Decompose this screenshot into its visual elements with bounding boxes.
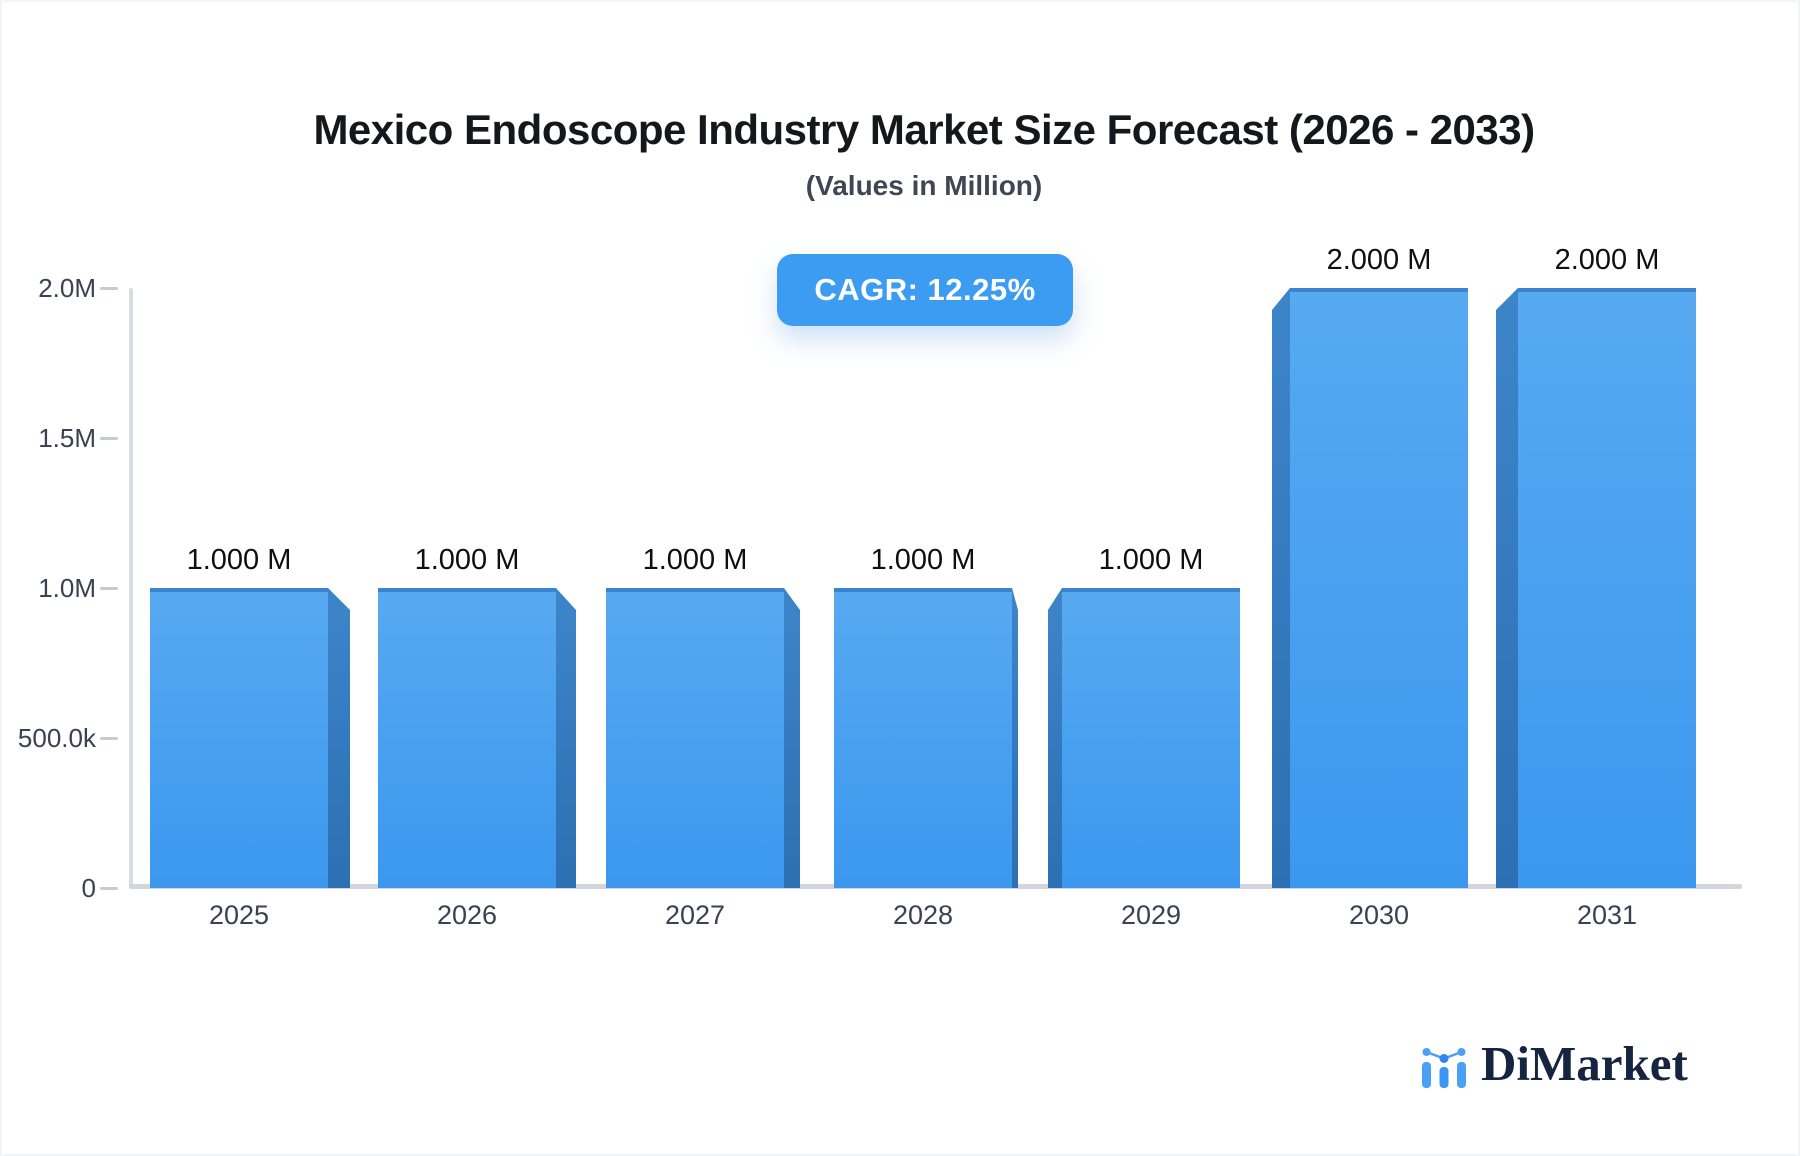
bar[interactable] xyxy=(378,588,556,888)
bar[interactable] xyxy=(1518,288,1696,888)
bar-value-label: 1.000 M xyxy=(870,544,976,576)
chart-subtitle: (Values in Million) xyxy=(805,170,1043,201)
y-tick-label: 0 xyxy=(81,873,96,903)
bar-value-label: 1.000 M xyxy=(414,544,520,576)
y-tick-mark xyxy=(100,286,118,290)
bar[interactable] xyxy=(150,588,328,888)
chart-title: Mexico Endoscope Industry Market Size Fo… xyxy=(313,106,1535,153)
y-tick-label: 2.0M xyxy=(38,273,96,303)
bar-value-label: 2.000 M xyxy=(1554,244,1660,276)
bar-3d-side xyxy=(1272,288,1290,888)
cagr-badge: CAGR: 12.25% xyxy=(777,254,1073,326)
bar-value-label: 1.000 M xyxy=(186,544,292,576)
x-axis-label: 2030 xyxy=(1348,900,1410,930)
bar-chart-logo-icon xyxy=(1422,1048,1466,1088)
bar-3d-side xyxy=(556,588,576,888)
x-axis-label: 2028 xyxy=(892,900,954,930)
y-tick-label: 500.0k xyxy=(17,723,96,753)
bar-value-label: 2.000 M xyxy=(1326,244,1432,276)
bar-3d-side xyxy=(1496,288,1518,888)
y-tick-mark xyxy=(100,586,118,590)
x-axis-label: 2025 xyxy=(208,900,270,930)
dimarket-logo[interactable]: DiMarket xyxy=(1420,1038,1688,1090)
bar-value-label: 1.000 M xyxy=(642,544,748,576)
bar-3d-side xyxy=(784,588,800,888)
y-tick-label: 1.5M xyxy=(38,423,96,453)
y-tick-mark xyxy=(100,436,118,440)
y-tick-mark xyxy=(100,886,118,890)
x-axis-label: 2029 xyxy=(1120,900,1182,930)
bar-3d-side xyxy=(1048,588,1062,888)
bar[interactable] xyxy=(606,588,784,888)
x-axis-label: 2027 xyxy=(664,900,726,930)
bar-3d-side xyxy=(1012,588,1018,888)
x-axis-label: 2031 xyxy=(1576,900,1638,930)
y-tick-mark xyxy=(100,736,118,740)
y-axis-line xyxy=(129,288,133,888)
x-axis-label: 2026 xyxy=(436,900,498,930)
bar[interactable] xyxy=(1290,288,1468,888)
cagr-badge-label: CAGR: 12.25% xyxy=(814,272,1036,307)
bar[interactable] xyxy=(1062,588,1240,888)
bar[interactable] xyxy=(834,588,1012,888)
logo-text: DiMarket xyxy=(1481,1036,1688,1091)
y-tick-label: 1.0M xyxy=(38,573,96,603)
bar-value-label: 1.000 M xyxy=(1098,544,1204,576)
bar-3d-side xyxy=(328,588,350,888)
